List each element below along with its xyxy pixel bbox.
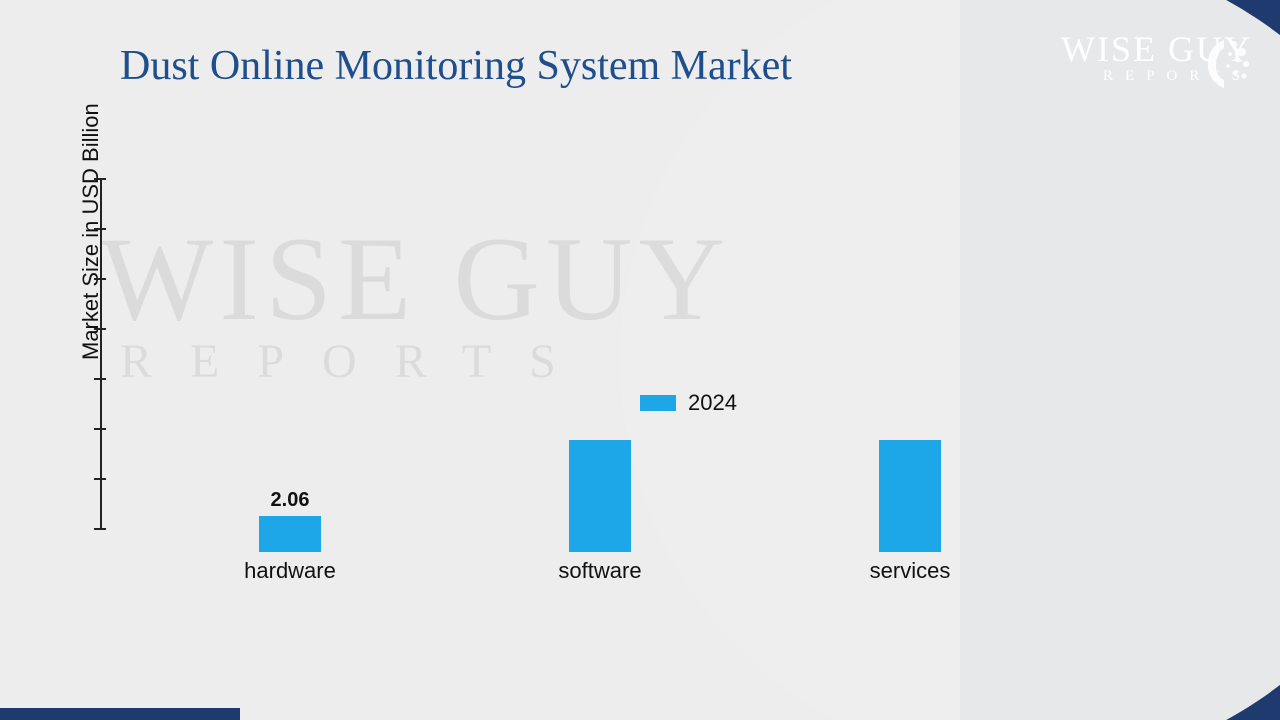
legend-label: 2024 bbox=[688, 390, 737, 416]
chart-legend: 2024 bbox=[640, 390, 737, 416]
category-label: hardware bbox=[200, 558, 380, 584]
bar bbox=[569, 440, 631, 552]
brand-logo: WISE GUY REPORTS bbox=[992, 28, 1252, 85]
bar-slot: software bbox=[510, 440, 690, 552]
chart-plot-area: 2.06hardwaresoftwareservices bbox=[100, 202, 960, 552]
bar-slot: services bbox=[820, 440, 1000, 552]
chart-title: Dust Online Monitoring System Market bbox=[120, 42, 840, 90]
brand-head-icon bbox=[1194, 32, 1258, 96]
category-label: software bbox=[510, 558, 690, 584]
footer-accent-bar bbox=[0, 708, 240, 720]
bar-value-label: 2.06 bbox=[200, 489, 380, 512]
bar bbox=[879, 440, 941, 552]
legend-swatch bbox=[640, 395, 676, 411]
page: WISE GUY REPORTS Dust Online Monitoring … bbox=[0, 0, 1280, 720]
y-tick bbox=[94, 178, 106, 180]
bar-slot: 2.06hardware bbox=[200, 489, 380, 552]
bar bbox=[259, 516, 321, 552]
category-label: services bbox=[820, 558, 1000, 584]
